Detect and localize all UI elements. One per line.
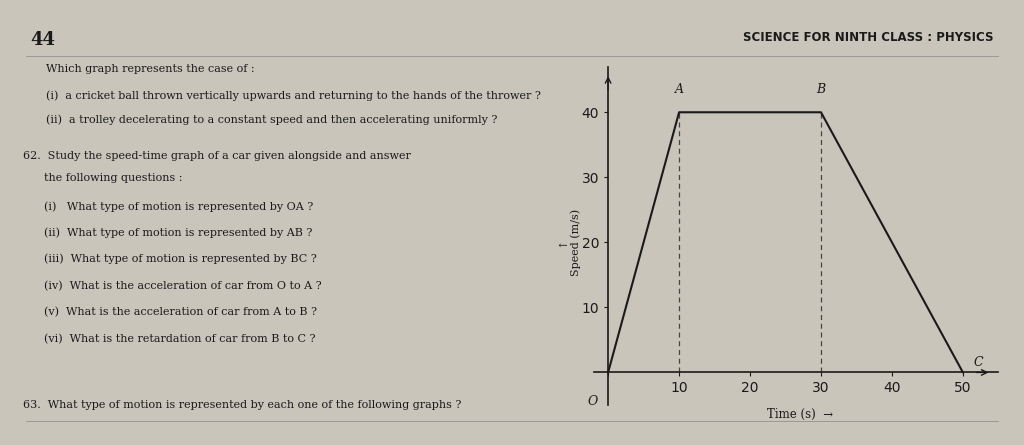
Text: (ii)  What type of motion is represented by AB ?: (ii) What type of motion is represented …: [23, 227, 312, 238]
Text: 44: 44: [31, 31, 55, 49]
Text: C: C: [974, 356, 983, 369]
Text: (i)  a cricket ball thrown vertically upwards and returning to the hands of the : (i) a cricket ball thrown vertically upw…: [46, 90, 541, 101]
Text: (ii)  a trolley decelerating to a constant speed and then accelerating uniformly: (ii) a trolley decelerating to a constan…: [46, 115, 498, 125]
Text: 63.  What type of motion is represented by each one of the following graphs ?: 63. What type of motion is represented b…: [23, 400, 461, 410]
Text: SCIENCE FOR NINTH CLASS : PHYSICS: SCIENCE FOR NINTH CLASS : PHYSICS: [742, 31, 993, 44]
Text: B: B: [816, 83, 825, 96]
Text: O: O: [587, 395, 597, 408]
Text: Which graph represents the case of :: Which graph represents the case of :: [46, 64, 255, 74]
Text: (v)  What is the acceleration of car from A to B ?: (v) What is the acceleration of car from…: [23, 307, 316, 318]
Text: (iv)  What is the acceleration of car from O to A ?: (iv) What is the acceleration of car fro…: [23, 280, 322, 291]
Text: the following questions :: the following questions :: [23, 173, 182, 183]
Text: (vi)  What is the retardation of car from B to C ?: (vi) What is the retardation of car from…: [23, 334, 315, 344]
Text: ↑
Speed (m/s): ↑ Speed (m/s): [557, 209, 581, 276]
Text: (i)   What type of motion is represented by OA ?: (i) What type of motion is represented b…: [23, 202, 312, 212]
Text: Time (s)  →: Time (s) →: [767, 408, 833, 421]
Text: (iii)  What type of motion is represented by BC ?: (iii) What type of motion is represented…: [23, 254, 316, 264]
Text: A: A: [675, 83, 684, 96]
Text: 62.  Study the speed-time graph of a car given alongside and answer: 62. Study the speed-time graph of a car …: [23, 151, 411, 161]
